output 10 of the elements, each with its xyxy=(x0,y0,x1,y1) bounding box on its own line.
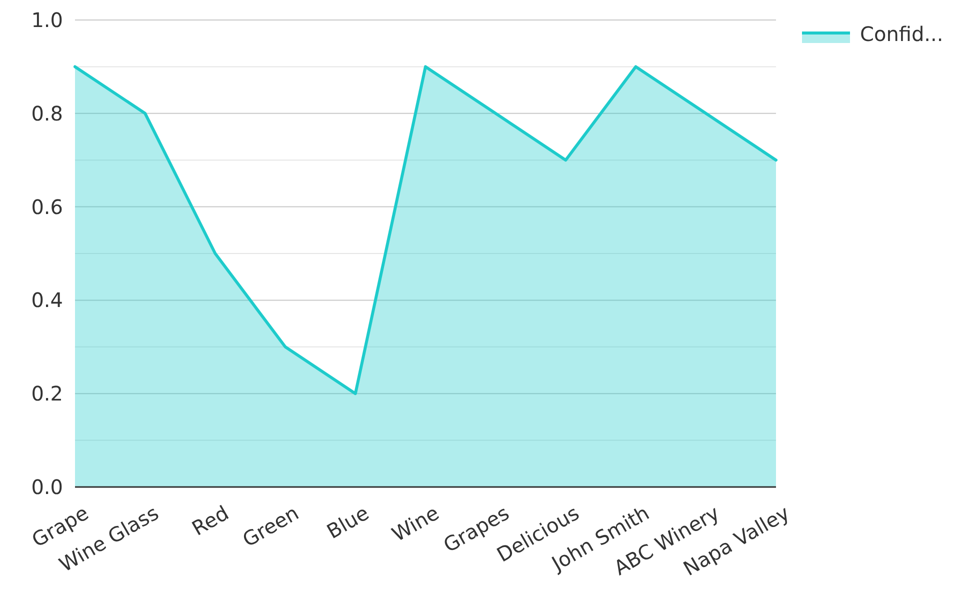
x-tick-label: Blue xyxy=(322,500,373,544)
legend-label: Confid... xyxy=(860,22,944,46)
x-tick-label: Wine xyxy=(388,500,443,546)
y-tick-label: 1.0 xyxy=(31,8,63,32)
y-tick-label: 0.8 xyxy=(31,101,63,126)
x-tick-label: Red xyxy=(188,500,233,540)
y-tick-label: 0.6 xyxy=(31,194,63,219)
y-tick-label: 0.2 xyxy=(31,382,63,406)
y-tick-label: 0.0 xyxy=(31,475,63,499)
y-tick-label: 0.4 xyxy=(31,288,63,312)
